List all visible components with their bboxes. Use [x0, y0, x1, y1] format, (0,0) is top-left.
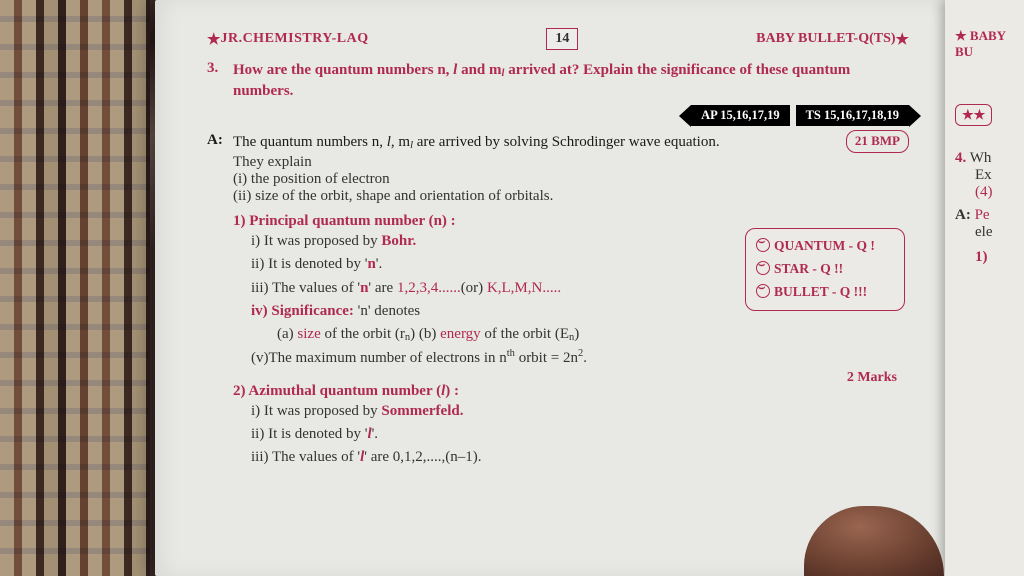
callout-line-1: QUANTUM - Q ! [756, 235, 894, 258]
header-left: JR.CHEMISTRY-LAQ [220, 31, 368, 47]
p2-star-box: ★★ [955, 104, 992, 126]
answer-label: A: [207, 132, 233, 154]
smile-icon [756, 261, 770, 275]
answer-ii: (ii) size of the orbit, shape and orient… [233, 188, 909, 205]
ap-tag: AP 15,16,17,19 [691, 105, 789, 126]
question-text: How are the quantum numbers n, l and ml … [233, 60, 909, 101]
question-row: 3. How are the quantum numbers n, l and … [207, 60, 909, 101]
question-number: 3. [207, 60, 233, 101]
answer-lead: The quantum numbers n, l, ml are arrived… [233, 132, 909, 154]
callout-line-2: STAR - Q !! [756, 258, 894, 281]
p2-ele: ele [975, 224, 1020, 241]
p2-header: ★ BABY BU [955, 28, 1020, 60]
sec2-ii: ii) It is denoted by 'l'. [251, 423, 909, 446]
p2-ex: Ex [975, 167, 1020, 184]
page-header: ★ JR.CHEMISTRY-LAQ 14 BABY BULLET-Q(TS) … [207, 28, 909, 50]
textbook-page: ★ JR.CHEMISTRY-LAQ 14 BABY BULLET-Q(TS) … [155, 0, 945, 576]
page-number-box: 14 [546, 28, 578, 50]
p2-a: A: [955, 207, 971, 223]
callout-box: QUANTUM - Q ! STAR - Q !! BULLET - Q !!! [745, 228, 905, 311]
tag-row: AP 15,16,17,19 TS 15,16,17,18,19 [233, 105, 909, 126]
header-right: BABY BULLET-Q(TS) [756, 31, 895, 47]
p2-pe: Pe [975, 207, 990, 223]
p2-q4: 4. [955, 150, 966, 166]
p2-wh: Wh [970, 150, 992, 166]
section-2-heading: 2) Azimuthal quantum number (l) : [233, 383, 909, 400]
next-page-sliver: ★ BABY BU ★★ 4. Wh Ex (4) A: Pe ele 1) [945, 0, 1024, 576]
sec1-v: (v)The maximum number of electrons in nt… [251, 346, 909, 370]
star-icon: ★ [207, 30, 220, 49]
answer-explain: They explain [233, 154, 909, 171]
smile-icon [756, 284, 770, 298]
sec2-i: i) It was proposed by Sommerfeld. [251, 400, 909, 423]
p2-4: (4) [975, 184, 1020, 201]
answer-i: (i) the position of electron [233, 171, 909, 188]
ts-tag: TS 15,16,17,18,19 [796, 105, 909, 126]
p2-1: 1) [975, 249, 1020, 266]
star-icon: ★ [896, 30, 909, 49]
marks-label: 2 Marks [847, 370, 897, 386]
bmp-badge: 21 BMP [846, 130, 909, 153]
background-plaid [0, 0, 150, 576]
answer-row: A: The quantum numbers n, l, ml are arri… [207, 132, 909, 154]
callout-line-3: BULLET - Q !!! [756, 281, 894, 304]
sec1-iv-ab: (a) size of the orbit (rn) (b) energy of… [277, 323, 909, 346]
smile-icon [756, 238, 770, 252]
sec2-iii: iii) The values of 'l' are 0,1,2,....,(n… [251, 446, 909, 469]
